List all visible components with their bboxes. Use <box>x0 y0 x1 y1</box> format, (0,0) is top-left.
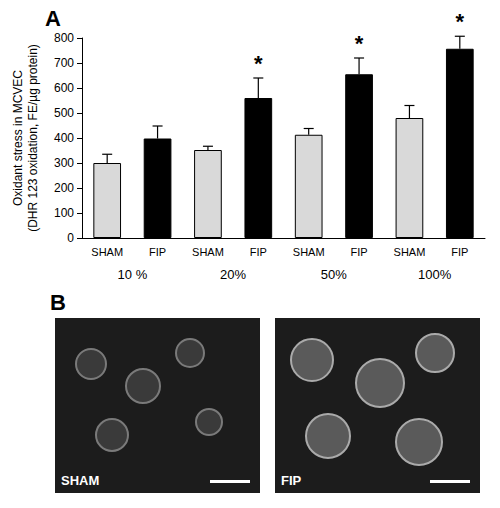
svg-text:*: * <box>254 51 263 76</box>
html-text:FIP: FIP <box>281 473 302 488</box>
svg-text:50%: 50% <box>321 267 347 282</box>
svg-text:FIP: FIP <box>451 246 468 258</box>
html-text:B: B <box>50 290 66 315</box>
svg-text:800: 800 <box>54 31 74 45</box>
svg-text:Oxidant stress in MCVEC: Oxidant stress in MCVEC <box>11 70 25 206</box>
svg-text:20%: 20% <box>220 267 246 282</box>
svg-text:100: 100 <box>54 206 74 220</box>
svg-text:FIP: FIP <box>351 246 368 258</box>
svg-text:0: 0 <box>67 231 74 245</box>
svg-text:SHAM: SHAM <box>394 246 426 258</box>
svg-text:*: * <box>355 31 364 56</box>
svg-text:A: A <box>45 6 61 31</box>
svg-text:(DHR 123 oxidation, FE/µg prot: (DHR 123 oxidation, FE/µg protein) <box>26 44 40 232</box>
svg-text:10 %: 10 % <box>118 267 148 282</box>
svg-text:SHAM: SHAM <box>293 246 325 258</box>
svg-text:400: 400 <box>54 131 74 145</box>
svg-text:600: 600 <box>54 81 74 95</box>
svg-text:100%: 100% <box>418 267 452 282</box>
svg-text:300: 300 <box>54 156 74 170</box>
svg-text:FIP: FIP <box>149 246 166 258</box>
svg-text:SHAM: SHAM <box>192 246 224 258</box>
svg-text:700: 700 <box>54 56 74 70</box>
svg-text:FIP: FIP <box>250 246 267 258</box>
svg-text:*: * <box>456 9 465 34</box>
svg-text:200: 200 <box>54 181 74 195</box>
svg-text:SHAM: SHAM <box>91 246 123 258</box>
html-text:SHAM: SHAM <box>61 473 100 488</box>
svg-text:500: 500 <box>54 106 74 120</box>
